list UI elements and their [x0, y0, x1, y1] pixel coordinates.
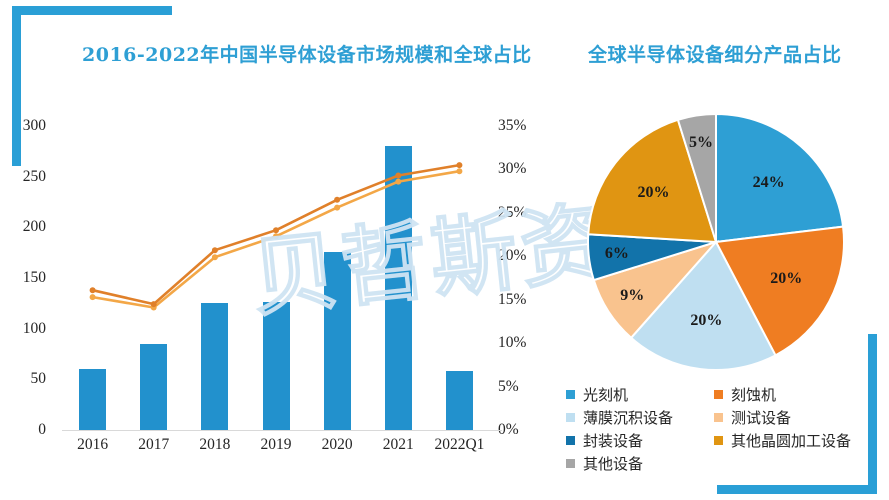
share-point: [334, 196, 341, 203]
pie-label-其他设备: 5%: [689, 134, 713, 152]
legend-swatch-icon: [566, 390, 575, 399]
bar-2016: [79, 369, 107, 430]
share-point: [273, 233, 279, 240]
right-y-tick: 10%: [498, 334, 527, 352]
x-tick-2021: 2021: [382, 436, 414, 453]
market-size-combo-chart: 0 50 100 150 200 250 300 0% 5% 10% 15% 20% 25% 30% 35…: [0, 108, 530, 458]
x-tick-2016: 2016: [77, 436, 109, 453]
bar-2017: [140, 343, 168, 430]
legend-column-left: 光刻机薄膜沉积设备 封装设备其他设备: [566, 383, 673, 475]
segment-share-pie-chart: 24% 20% 20% 9% 6% 20% 5%: [562, 110, 862, 390]
x-tick-2019: 2019: [260, 436, 292, 453]
legend-label: 其他设备: [583, 457, 644, 473]
pie-slice-其他设备: [676, 112, 717, 243]
pie-label-测试设备: 9%: [620, 287, 645, 305]
legend-item-其他设备[interactable]: 其他设备: [566, 452, 673, 475]
share-point: [211, 247, 218, 254]
legend-label: 其他晶圆加工设备: [731, 434, 852, 450]
left-chart-title: 2016-2022年中国半导体设备市场规模和全球占比: [82, 44, 532, 66]
corner-bracket-bottom-right-vertical: [868, 334, 877, 494]
bar-2018: [201, 303, 229, 430]
share-line-2: [91, 169, 461, 309]
left-y-tick: 300: [22, 117, 46, 134]
legend-swatch-icon: [566, 436, 575, 445]
share-point: [395, 178, 402, 185]
legend-label: 封装设备: [583, 434, 644, 450]
share-point: [89, 294, 96, 301]
legend-column-right: 刻蚀机测试设备其他晶圆加工设备: [714, 383, 851, 452]
pie-label-刻蚀机: 20%: [770, 269, 803, 287]
share-point: [150, 301, 157, 308]
left-y-tick: 150: [22, 269, 46, 286]
right-y-tick: 20%: [498, 247, 527, 265]
right-y-tick: 35%: [498, 117, 527, 134]
legend-item-封装设备[interactable]: 封装设备: [566, 429, 673, 452]
left-y-tick: 200: [22, 218, 46, 236]
legend-item-其他晶圆加工设备[interactable]: 其他晶圆加工设备: [714, 429, 851, 452]
legend-item-薄膜沉积设备[interactable]: 薄膜沉积设备: [566, 406, 673, 429]
share-point: [89, 287, 96, 294]
share-point: [395, 172, 402, 179]
bar-2019: [262, 302, 290, 430]
legend-label: 刻蚀机: [731, 388, 777, 404]
legend-label: 测试设备: [731, 411, 792, 427]
bar-2022Q1: [445, 371, 473, 430]
x-tick-2020: 2020: [321, 436, 353, 453]
bar-2020: [323, 251, 351, 430]
legend-item-光刻机[interactable]: 光刻机: [566, 383, 673, 406]
left-y-tick: 0: [38, 421, 46, 438]
pie-label-其他晶圆加工设备: 20%: [637, 184, 670, 202]
pie-slice-刻蚀机: [714, 225, 845, 357]
left-y-tick: 50: [30, 370, 47, 388]
legend-label: 光刻机: [583, 388, 629, 404]
legend-item-刻蚀机[interactable]: 刻蚀机: [714, 383, 851, 406]
share-line-layer: [89, 162, 463, 311]
x-axis-line: [62, 430, 502, 431]
legend-label: 薄膜沉积设备: [583, 411, 674, 427]
right-y-tick: 25%: [498, 203, 527, 221]
pie-slice-薄膜沉积设备: [629, 240, 777, 371]
legend-swatch-icon: [566, 413, 575, 422]
bars-layer: [62, 126, 490, 430]
corner-bracket-bottom-right-horizontal: [717, 485, 877, 494]
share-point: [334, 204, 341, 211]
share-point: [456, 168, 463, 175]
left-y-tick: 100: [22, 319, 46, 337]
corner-bracket-top-left-horizontal: [12, 6, 172, 15]
bar-2021: [384, 146, 412, 430]
legend-swatch-icon: [714, 436, 723, 445]
left-y-tick: 250: [22, 167, 46, 185]
share-point: [211, 254, 218, 261]
pie-label-光刻机: 24%: [752, 173, 785, 191]
x-tick-2022Q1: 2022Q1: [434, 436, 485, 453]
pie-label-薄膜沉积设备: 20%: [690, 311, 723, 329]
pie-slice-光刻机: [715, 112, 845, 244]
x-tick-2017: 2017: [138, 436, 170, 453]
legend-swatch-icon: [714, 413, 723, 422]
pie-label-封装设备: 6%: [604, 245, 629, 262]
right-y-tick: 0%: [498, 421, 519, 438]
legend-swatch-icon: [714, 390, 723, 399]
titles-row: 2016-2022年中国半导体设备市场规模和全球占比 全球半导体设备细分产品占比: [0, 40, 889, 74]
right-y-tick: 30%: [498, 160, 527, 178]
right-y-tick: 5%: [498, 377, 519, 395]
share-point: [456, 162, 463, 169]
right-chart-title: 全球半导体设备细分产品占比: [588, 44, 842, 66]
share-point: [273, 227, 279, 234]
legend-item-测试设备[interactable]: 测试设备: [714, 406, 851, 429]
legend-swatch-icon: [566, 459, 575, 468]
x-tick-2018: 2018: [199, 436, 231, 453]
pie-svg: [587, 112, 845, 371]
right-y-tick: 15%: [498, 290, 527, 308]
pie-slice-其他晶圆加工设备: [587, 118, 718, 244]
